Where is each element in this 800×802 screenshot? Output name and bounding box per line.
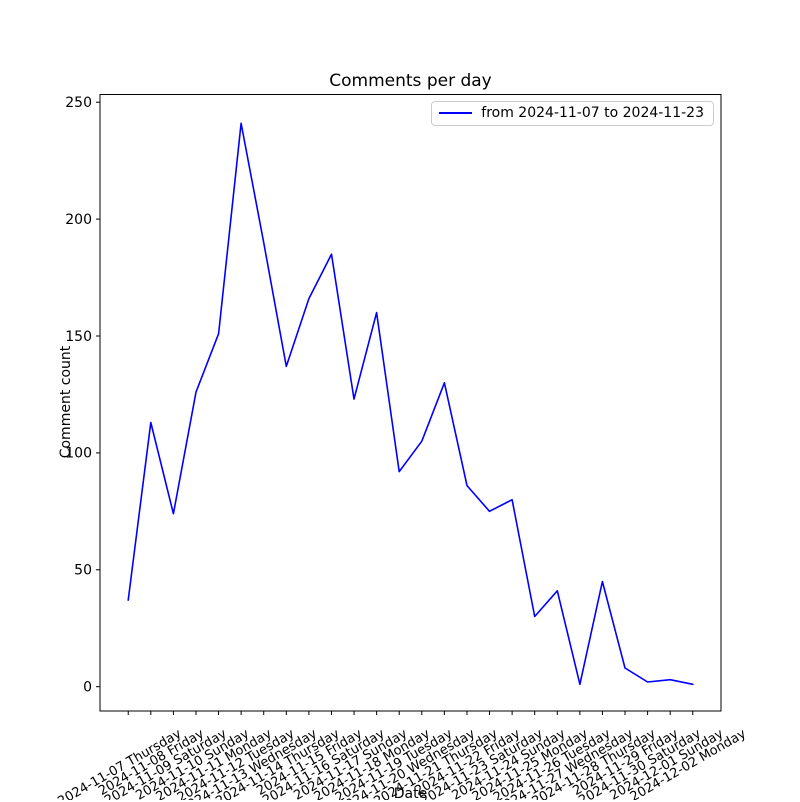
y-tick-label: 150 (65, 329, 92, 345)
y-tick-label: 100 (65, 446, 92, 462)
legend: from 2024-11-07 to 2024-11-23 (431, 101, 714, 126)
data-line (127, 122, 694, 686)
chart-title: Comments per day (329, 71, 492, 91)
legend-label: from 2024-11-07 to 2024-11-23 (481, 105, 704, 121)
y-tick-label: 0 (83, 679, 92, 695)
legend-line-sample (439, 112, 473, 114)
y-tick-label: 250 (65, 95, 92, 111)
y-tick-label: 50 (74, 563, 92, 579)
y-axis-label: Comment count (58, 345, 74, 459)
x-axis-label: Date (393, 786, 428, 802)
y-tick-label: 200 (65, 212, 92, 228)
plot-area-spines (99, 94, 722, 712)
